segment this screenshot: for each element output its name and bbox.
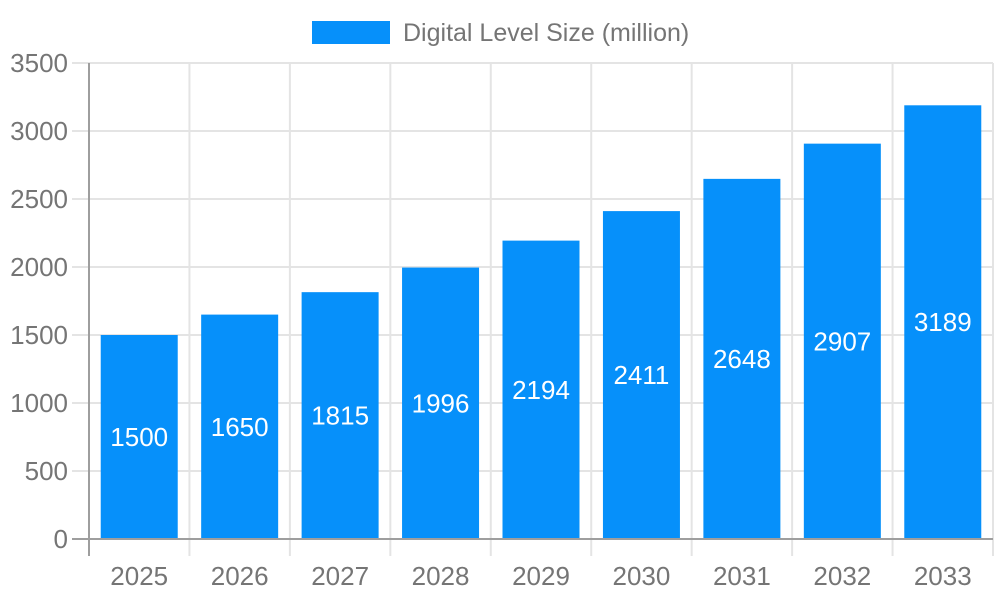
- bar-2031: [703, 178, 781, 539]
- bar-value-label: 3189: [914, 307, 972, 337]
- bar-2032: [803, 143, 881, 539]
- legend: Digital Level Size (million): [312, 19, 689, 47]
- bar-2033: [904, 105, 982, 540]
- legend-label: Digital Level Size (million): [403, 19, 689, 47]
- x-tick-label: 2030: [613, 561, 671, 591]
- y-tick-label: 2500: [10, 184, 68, 214]
- bar-value-label: 2411: [613, 360, 669, 390]
- bar-2029: [502, 240, 580, 539]
- x-tick-label: 2029: [512, 561, 570, 591]
- bar-2030: [602, 211, 680, 539]
- bars-layer: [100, 105, 982, 540]
- y-tick-label: 2000: [10, 252, 68, 282]
- y-tick-label: 1000: [10, 388, 68, 418]
- axes-layer: [72, 63, 993, 556]
- y-tick-label: 3500: [10, 48, 68, 78]
- y-tick-label: 1500: [10, 320, 68, 350]
- y-tick-label: 500: [25, 456, 68, 486]
- bar-value-label: 1815: [311, 401, 369, 431]
- x-tick-label: 2028: [412, 561, 470, 591]
- y-tick-label: 0: [54, 524, 68, 554]
- x-tick-label: 2031: [713, 561, 771, 591]
- bar-2025: [100, 335, 178, 539]
- bar-value-label: 2194: [512, 375, 570, 405]
- y-tick-label: 3000: [10, 116, 68, 146]
- bar-value-label: 1650: [211, 412, 269, 442]
- bar-value-label: 1500: [110, 422, 168, 452]
- legend-swatch: [312, 21, 390, 44]
- x-tick-label: 2033: [914, 561, 972, 591]
- x-tick-label: 2027: [311, 561, 369, 591]
- bar-value-label: 1996: [412, 388, 470, 418]
- x-tick-label: 2025: [110, 561, 168, 591]
- x-tick-label: 2032: [813, 561, 871, 591]
- bar-2028: [402, 267, 480, 539]
- bar-2027: [301, 292, 379, 539]
- bar-value-label: 2648: [713, 344, 771, 374]
- x-tick-label: 2026: [211, 561, 269, 591]
- labels-layer: 0 500 1000 1500 2000 2500 3000 3500 1500 1650 1815…: [10, 48, 972, 591]
- bar-2026: [201, 314, 279, 539]
- bar-value-label: 2907: [813, 326, 871, 356]
